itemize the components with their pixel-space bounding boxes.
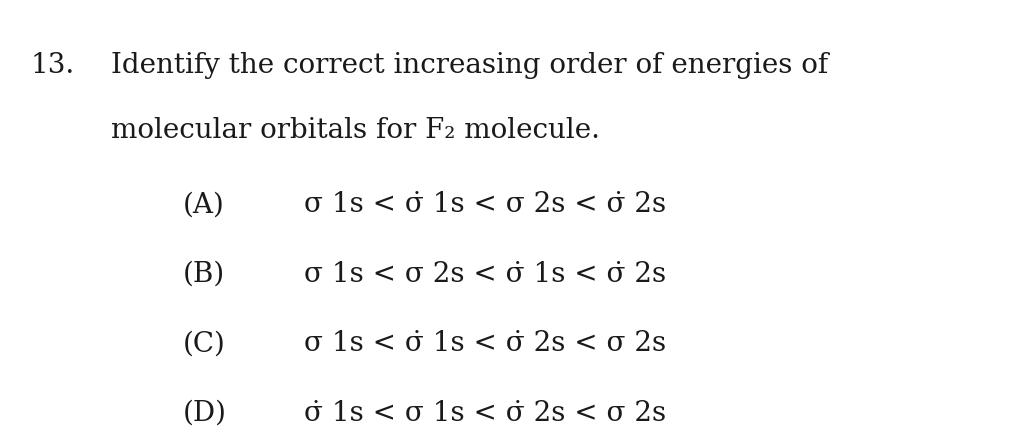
Text: (B): (B) (182, 260, 224, 287)
Text: 13.: 13. (31, 52, 75, 79)
Text: (D): (D) (182, 399, 226, 426)
Text: σ 1s < σ 2s < σ̇ 1s < σ̇ 2s: σ 1s < σ 2s < σ̇ 1s < σ̇ 2s (304, 260, 666, 287)
Text: molecular orbitals for F₂ molecule.: molecular orbitals for F₂ molecule. (112, 117, 600, 144)
Text: σ 1s < σ̇ 1s < σ 2s < σ̇ 2s: σ 1s < σ̇ 1s < σ 2s < σ̇ 2s (304, 191, 666, 218)
Text: (A): (A) (182, 191, 224, 218)
Text: σ̇ 1s < σ 1s < σ̇ 2s < σ 2s: σ̇ 1s < σ 1s < σ̇ 2s < σ 2s (304, 399, 666, 426)
Text: Identify the correct increasing order of energies of: Identify the correct increasing order of… (112, 52, 828, 79)
Text: (C): (C) (182, 330, 225, 357)
Text: σ 1s < σ̇ 1s < σ̇ 2s < σ 2s: σ 1s < σ̇ 1s < σ̇ 2s < σ 2s (304, 330, 666, 357)
